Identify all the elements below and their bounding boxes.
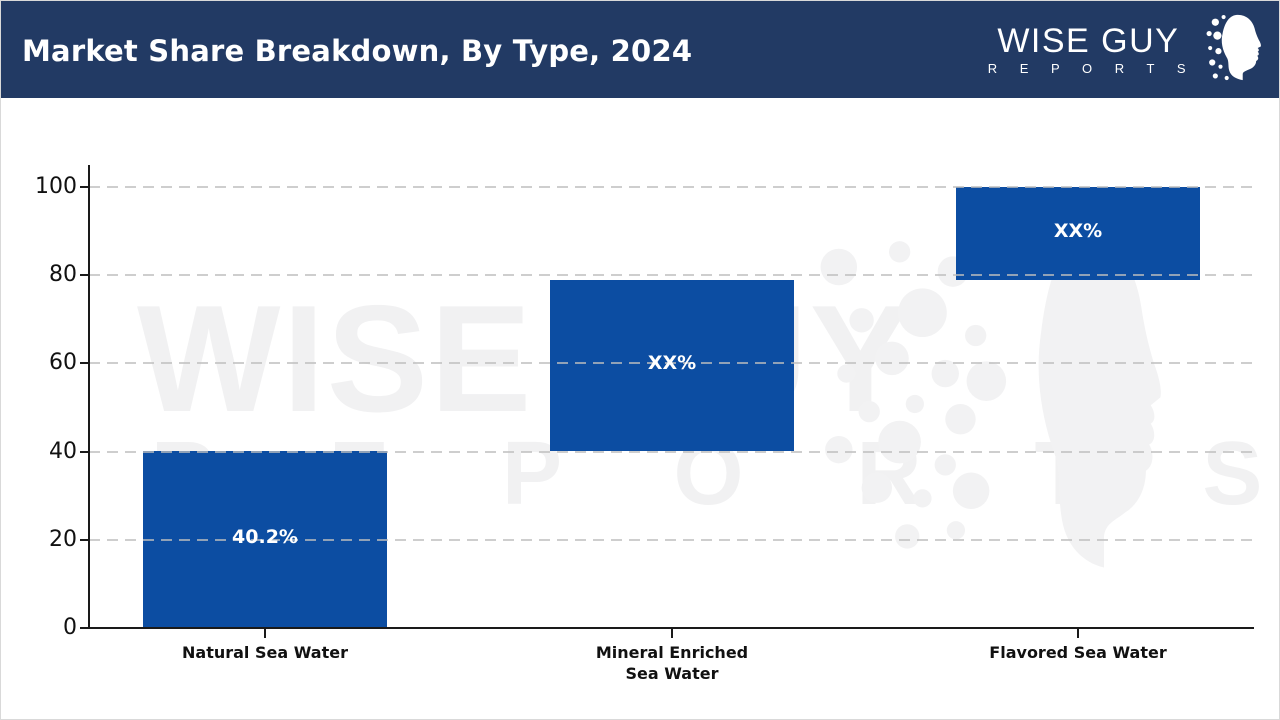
- brand-subtitle: R E P O R T S: [987, 61, 1195, 76]
- y-tick-mark-100: [80, 186, 89, 188]
- x-tick-mark-3: [1077, 629, 1079, 638]
- x-category-label-line: Mineral Enriched: [595, 643, 749, 662]
- y-tick-label: 0: [63, 615, 77, 640]
- y-axis-spine: [88, 165, 90, 629]
- brand-logo: WISE GUY R E P O R T S: [988, 5, 1267, 95]
- y-tick-mark-20: [80, 538, 89, 541]
- brand-face-icon: [1206, 14, 1261, 81]
- bar-value-label: XX%: [647, 352, 697, 375]
- bar-mineral-enriched-sea-water: [550, 279, 794, 451]
- x-category-label: Natural Sea Water: [105, 642, 425, 663]
- watermark-face-icon: [820, 237, 1161, 568]
- x-category-label-line: Flavored Sea Water: [989, 643, 1167, 662]
- watermark-brand-text: WISE GUY: [137, 274, 914, 444]
- gridline-20: [89, 538, 1253, 541]
- x-category-label-line: Natural Sea Water: [182, 643, 348, 662]
- y-tick-mark-0: [80, 627, 89, 629]
- bar-value-label: XX%: [1053, 220, 1103, 243]
- bar-flavored-sea-water: [956, 187, 1200, 280]
- y-tick-mark-60: [80, 362, 89, 365]
- y-tick-mark-80: [80, 274, 89, 277]
- y-tick-label: 40: [49, 438, 77, 464]
- gridline-80: [89, 274, 1253, 277]
- y-tick-label: 60: [49, 350, 77, 376]
- y-tick-mark-40: [80, 450, 89, 453]
- gridline-60: [89, 362, 1253, 365]
- y-tick-label: 100: [35, 174, 77, 199]
- y-tick-label: 20: [49, 526, 77, 552]
- brand-logo-text: WISE GUY R E P O R T S: [982, 23, 1195, 78]
- x-axis-spine: [88, 627, 1254, 629]
- chart-title: Market Share Breakdown, By Type, 2024: [22, 34, 693, 68]
- gridline-100: [89, 186, 1253, 188]
- y-tick-label: 80: [49, 262, 77, 288]
- x-category-label-line: Sea Water: [625, 664, 719, 683]
- x-category-label: Mineral Enriched Sea Water: [512, 642, 832, 684]
- bar-value-label: 40.2%: [232, 526, 298, 549]
- brand-name: WISE GUY: [997, 22, 1180, 60]
- x-category-label: Flavored Sea Water: [918, 642, 1238, 663]
- gridline-40: [89, 450, 1253, 453]
- x-tick-mark-2: [671, 629, 673, 638]
- x-tick-mark-1: [264, 629, 266, 638]
- header-band: Market Share Breakdown, By Type, 2024 WI…: [1, 1, 1279, 98]
